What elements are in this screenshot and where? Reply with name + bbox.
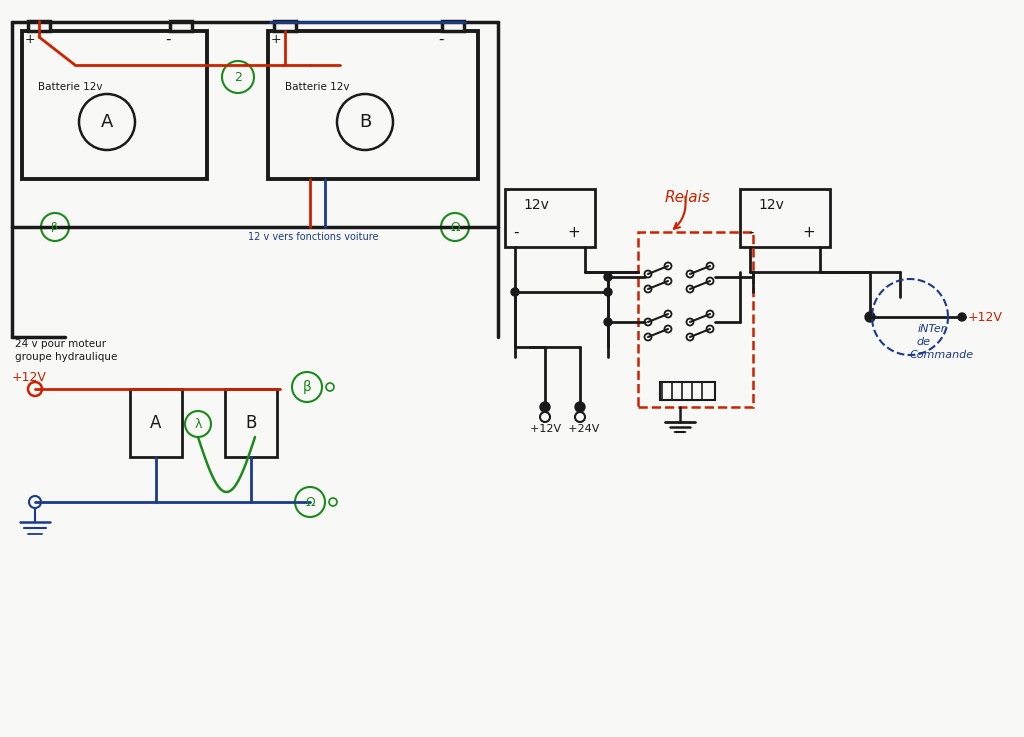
Text: +12V: +12V: [968, 310, 1002, 324]
Circle shape: [540, 402, 550, 412]
Circle shape: [958, 313, 966, 321]
Text: 12v: 12v: [758, 198, 784, 212]
Text: λ: λ: [195, 417, 202, 430]
Bar: [274, 21, 296, 31]
Bar: [505, 189, 595, 247]
Circle shape: [604, 318, 612, 326]
Text: Batterie 12v: Batterie 12v: [38, 82, 102, 92]
Text: -: -: [513, 225, 518, 240]
Circle shape: [865, 312, 874, 322]
Text: β: β: [303, 380, 311, 394]
Circle shape: [604, 288, 612, 296]
Bar: [225, 389, 278, 457]
Text: +: +: [271, 32, 282, 46]
Text: +12V: +12V: [12, 371, 47, 383]
Text: +: +: [25, 32, 36, 46]
Circle shape: [575, 402, 585, 412]
Text: iNTer: iNTer: [918, 324, 946, 334]
Text: groupe hydraulique: groupe hydraulique: [15, 352, 118, 362]
Text: Relais: Relais: [665, 189, 711, 204]
Text: A: A: [100, 113, 114, 131]
Text: +: +: [802, 225, 815, 240]
Text: B: B: [358, 113, 371, 131]
Text: -: -: [438, 32, 443, 46]
Text: β: β: [51, 222, 58, 232]
Bar: [130, 389, 182, 457]
Text: Ω: Ω: [305, 495, 314, 509]
Text: +12V  +24V: +12V +24V: [530, 424, 599, 434]
Bar: [170, 21, 193, 31]
Bar: [638, 232, 753, 407]
Bar: [660, 382, 715, 400]
Circle shape: [511, 288, 519, 296]
Text: 12v: 12v: [523, 198, 549, 212]
Text: Commande: Commande: [910, 350, 974, 360]
Bar: [28, 21, 50, 31]
Text: A: A: [151, 414, 162, 432]
Text: Batterie 12v: Batterie 12v: [285, 82, 349, 92]
Bar: [442, 21, 464, 31]
Bar: [740, 189, 830, 247]
Text: B: B: [246, 414, 257, 432]
Text: 12 v vers fonctions voiture: 12 v vers fonctions voiture: [248, 232, 379, 242]
Text: +: +: [567, 225, 580, 240]
Text: -: -: [165, 32, 171, 46]
Text: Ω: Ω: [451, 220, 460, 234]
Text: 2: 2: [234, 71, 242, 83]
Bar: [22, 31, 207, 179]
Bar: [268, 31, 478, 179]
Text: 24 v pour moteur: 24 v pour moteur: [15, 339, 106, 349]
Text: -: -: [748, 225, 754, 240]
Text: de: de: [916, 337, 930, 347]
Circle shape: [604, 273, 612, 281]
